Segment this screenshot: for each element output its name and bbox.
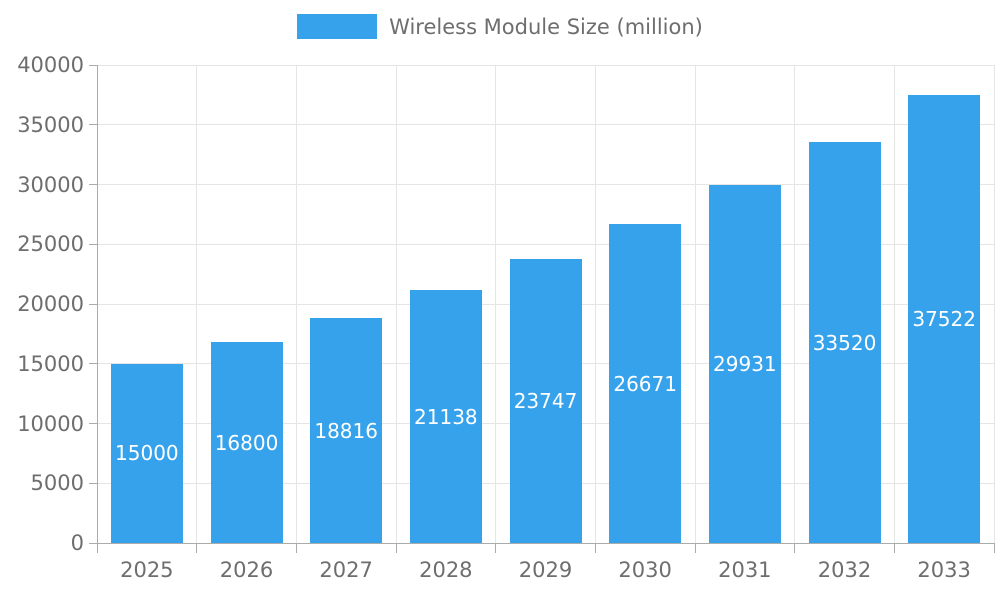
bar-value-label: 33520 — [812, 330, 877, 355]
x-axis-tick-label: 2025 — [120, 558, 174, 582]
y-axis-tick — [89, 363, 97, 365]
bar-2032[interactable]: 33520 — [808, 142, 881, 543]
y-axis-tick — [89, 542, 97, 544]
gridline-horizontal — [97, 64, 994, 66]
gridline-vertical — [196, 65, 198, 543]
x-axis-tick-label: 2033 — [917, 558, 971, 582]
y-axis-tick — [89, 64, 97, 66]
x-axis-tick-label: 2029 — [518, 558, 573, 582]
x-axis-tick — [594, 543, 596, 553]
gridline-horizontal — [97, 243, 994, 245]
y-axis-tick-label: 35000 — [17, 112, 84, 137]
x-axis-tick — [395, 543, 397, 553]
y-axis-tick-label: 5000 — [30, 471, 84, 496]
bar-value-label: 29931 — [713, 352, 777, 377]
x-axis-tick-label: 2030 — [618, 558, 672, 582]
gridline-vertical — [794, 65, 796, 543]
y-axis-tick-label: 30000 — [17, 172, 84, 197]
y-axis-tick — [89, 303, 97, 305]
gridline-horizontal — [97, 184, 994, 185]
bar-value-label: 37522 — [912, 306, 976, 331]
x-axis-tick — [96, 543, 98, 553]
x-axis-tick-label: 2026 — [219, 558, 274, 582]
bar-2025[interactable]: 15000 — [110, 363, 183, 543]
bar-value-label: 16800 — [214, 430, 279, 455]
chart-legend[interactable]: Wireless Module Size (million) — [0, 14, 1000, 39]
bar-value-label: 18816 — [314, 418, 378, 443]
legend-label: Wireless Module Size (million) — [389, 14, 703, 39]
bar-value-label: 15000 — [115, 441, 179, 466]
bar-2028[interactable]: 21138 — [409, 290, 482, 543]
y-axis-tick — [89, 243, 97, 245]
gridline-vertical — [395, 65, 397, 543]
x-axis-tick — [993, 543, 995, 553]
x-axis-tick-label: 2031 — [718, 558, 772, 582]
gridline-vertical — [694, 65, 696, 543]
bar-value-label: 23747 — [513, 389, 578, 414]
y-axis-tick — [89, 124, 97, 126]
gridline-horizontal — [97, 124, 994, 126]
legend-swatch — [297, 14, 378, 39]
bar-2030[interactable]: 26671 — [609, 224, 682, 543]
bar-2027[interactable]: 18816 — [310, 318, 383, 543]
y-axis-tick-label: 0 — [70, 531, 84, 555]
x-axis-tick — [495, 543, 497, 553]
x-axis-tick-label: 2027 — [319, 558, 373, 582]
bar-2029[interactable]: 23747 — [509, 259, 582, 543]
bar-2033[interactable]: 37522 — [908, 94, 981, 543]
y-axis-tick — [89, 184, 97, 185]
y-axis-tick-label: 10000 — [17, 411, 84, 436]
x-axis-tick — [794, 543, 796, 553]
bar-value-label: 26671 — [613, 371, 677, 396]
y-axis-tick-label: 40000 — [17, 53, 84, 77]
gridline-vertical — [295, 65, 297, 543]
x-axis-tick — [196, 543, 198, 553]
gridline-vertical — [893, 65, 895, 543]
x-axis-tick — [893, 543, 895, 553]
gridline-vertical — [495, 65, 497, 543]
x-axis-tick — [295, 543, 297, 553]
bar-2031[interactable]: 29931 — [708, 185, 781, 543]
y-axis-tick — [89, 482, 97, 484]
y-axis-tick-label: 25000 — [17, 232, 84, 257]
bar-2026[interactable]: 16800 — [210, 342, 283, 543]
y-axis-tick — [89, 423, 97, 424]
x-axis-tick — [694, 543, 696, 553]
y-axis-tick-label: 20000 — [17, 292, 84, 316]
gridline-vertical — [594, 65, 596, 543]
y-axis-tick-label: 15000 — [17, 351, 84, 376]
y-axis-line — [96, 65, 98, 543]
x-axis-tick-label: 2032 — [817, 558, 872, 582]
gridline-vertical — [993, 65, 995, 543]
x-axis-tick-label: 2028 — [419, 558, 473, 582]
bar-value-label: 21138 — [414, 404, 478, 429]
x-axis-line — [97, 542, 994, 544]
